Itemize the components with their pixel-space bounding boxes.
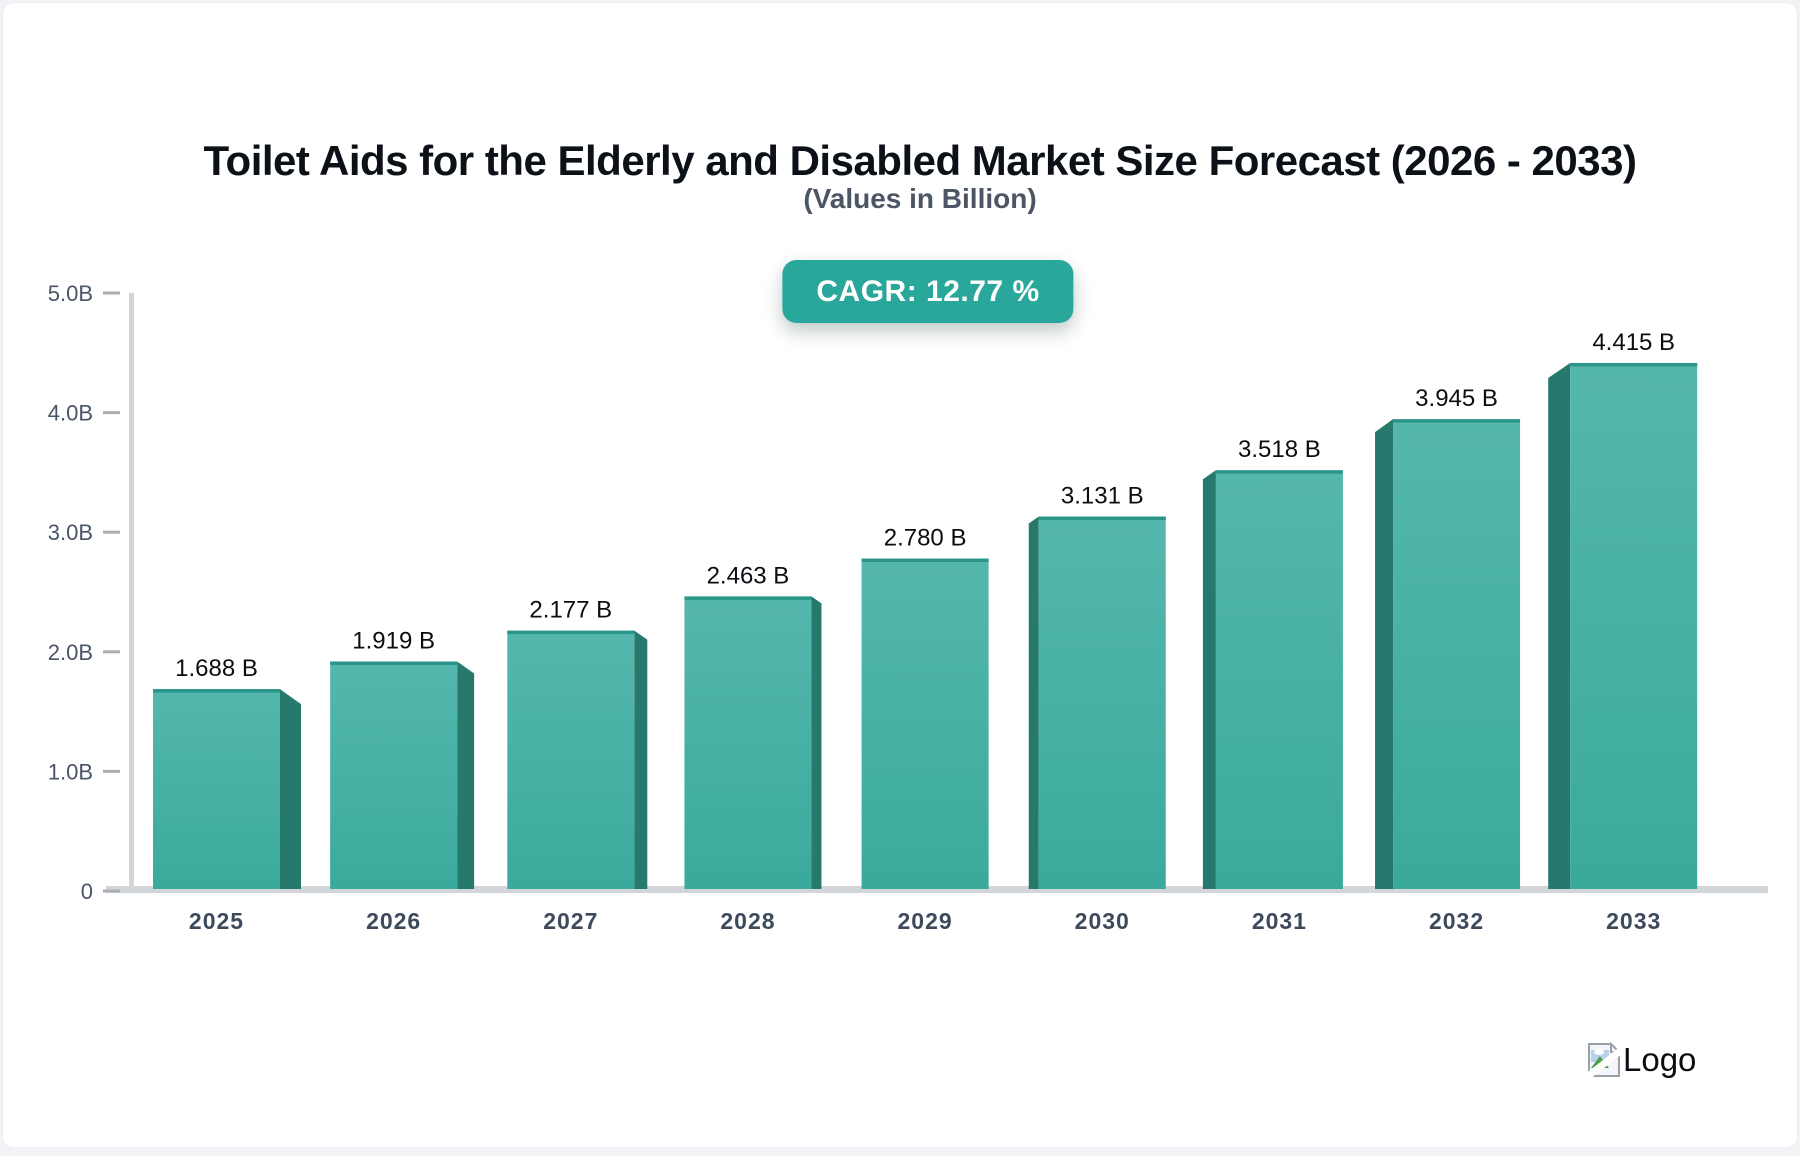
logo: Logo <box>1587 1041 1696 1079</box>
bar-front-face <box>153 689 280 889</box>
bar-2028: 2.463 B 2028 <box>684 562 822 934</box>
x-category-label: 2028 <box>720 908 775 934</box>
bar-value-label: 4.415 B <box>1592 329 1675 356</box>
bar-value-label: 1.919 B <box>352 627 435 654</box>
x-category-label: 2029 <box>898 908 953 934</box>
bar-2026: 1.919 B 2026 <box>330 627 475 934</box>
bar-side-face <box>280 689 301 889</box>
bar-side-face <box>1202 470 1216 889</box>
bar-front-face <box>507 630 635 889</box>
bar-top-rim <box>1393 419 1521 423</box>
y-tick-label: 4.0B <box>48 401 93 426</box>
bar-top-rim <box>861 558 989 563</box>
bar-value-label: 3.945 B <box>1415 385 1498 412</box>
y-tick-label: 3.0B <box>48 520 93 545</box>
bar-2033: 4.415 B 2033 <box>1548 329 1698 934</box>
bar-value-label: 2.177 B <box>529 597 612 624</box>
x-category-label: 2033 <box>1606 908 1661 934</box>
bar-side-face <box>811 596 822 889</box>
bar-value-label: 3.131 B <box>1061 483 1144 510</box>
logo-alt-text: Logo <box>1623 1041 1697 1078</box>
bar-side-face <box>634 630 648 889</box>
x-category-label: 2032 <box>1429 908 1484 934</box>
broken-image-icon <box>1587 1042 1621 1078</box>
bar-front-face <box>1038 516 1166 889</box>
y-tick <box>103 411 120 415</box>
bar-2030: 3.131 B 2030 <box>1028 483 1166 934</box>
bar-top-rim <box>507 630 635 635</box>
chart-subtitle: (Values in Billion) <box>803 183 1037 214</box>
y-tick-label: 1.0B <box>48 759 93 784</box>
y-tick <box>103 291 120 295</box>
x-category-label: 2025 <box>189 908 244 934</box>
bar-value-label: 1.688 B <box>175 655 258 682</box>
bar-front-face <box>1393 419 1521 889</box>
bar-value-label: 3.518 B <box>1238 436 1321 463</box>
bar-front-face <box>861 558 989 889</box>
bar-2025: 1.688 B 2025 <box>153 655 301 934</box>
bar-value-label: 2.463 B <box>707 562 790 589</box>
y-tick-label: 5.0B <box>48 281 93 306</box>
bar-front-face <box>330 661 458 889</box>
bar-chart: 0 1.0B 2.0B 3.0B 4.0B 5.0B 1.688 B 2025 1.919 B 2… <box>48 281 1768 934</box>
y-tick <box>103 530 120 534</box>
y-tick <box>103 889 120 893</box>
bar-front-face <box>1215 470 1343 889</box>
bar-front-face <box>1570 362 1698 889</box>
bar-top-rim <box>330 661 458 665</box>
bar-front-face <box>684 596 812 889</box>
x-category-label: 2031 <box>1252 908 1307 934</box>
bar-side-face <box>457 661 475 889</box>
bar-top-rim <box>1570 362 1698 367</box>
cagr-badge: CAGR: 12.77 % <box>782 260 1074 323</box>
y-tick <box>103 769 120 773</box>
x-category-label: 2030 <box>1075 908 1130 934</box>
bar-top-rim <box>1215 470 1343 474</box>
bar-side-face <box>1548 362 1571 889</box>
bar-2027: 2.177 B 2027 <box>507 597 648 934</box>
chart-title: Toilet Aids for the Elderly and Disabled… <box>203 137 1637 185</box>
y-tick-label: 0 <box>81 879 93 904</box>
bar-top-rim <box>1038 516 1166 521</box>
y-tick-label: 2.0B <box>48 640 93 665</box>
bar-side-face <box>1028 516 1039 889</box>
bar-2032: 3.945 B 2032 <box>1375 385 1521 934</box>
x-category-label: 2026 <box>366 908 421 934</box>
bar-top-rim <box>153 689 280 693</box>
x-category-label: 2027 <box>543 908 598 934</box>
bar-side-face <box>1375 419 1394 889</box>
bar-2029: 2.780 B 2029 <box>861 525 989 934</box>
y-tick <box>103 650 120 654</box>
bar-top-rim <box>684 596 812 600</box>
y-axis-line <box>129 293 134 891</box>
x-axis-line <box>106 886 1768 893</box>
bar-2031: 3.518 B 2031 <box>1202 436 1343 934</box>
bar-value-label: 2.780 B <box>884 525 967 552</box>
